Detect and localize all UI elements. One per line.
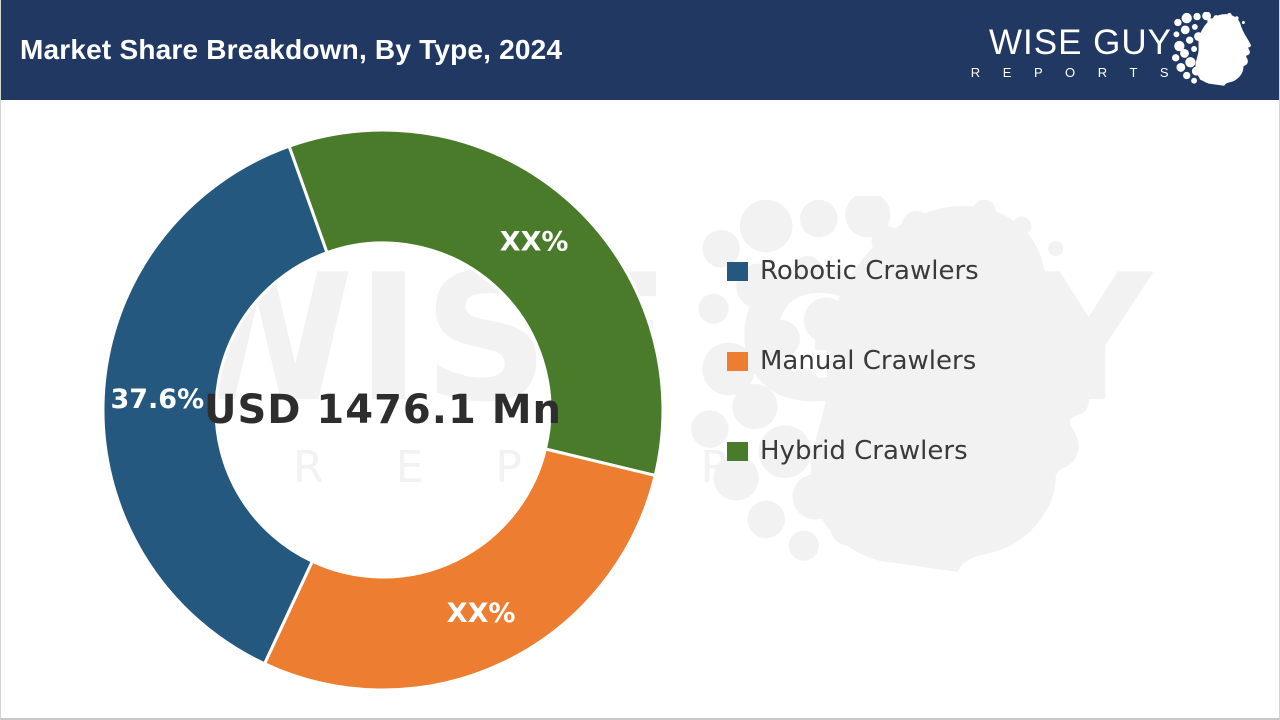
legend-swatch-robotic <box>727 261 748 281</box>
segment-manual-crawlers <box>263 447 657 692</box>
legend-item-robotic: Robotic Crawlers <box>727 254 979 288</box>
chart-legend: Robotic Crawlers Manual Crawlers Hybrid … <box>727 254 979 468</box>
legend-swatch-manual <box>727 351 748 371</box>
legend-item-hybrid: Hybrid Crawlers <box>727 434 979 468</box>
segment-label-manual-crawlers: XX% <box>447 598 516 629</box>
segment-hybrid-crawlers <box>287 128 665 477</box>
legend-label: Hybrid Crawlers <box>760 436 968 466</box>
logo-wiseguy-label: WISE GUY <box>988 23 1172 62</box>
legend-item-manual: Manual Crawlers <box>727 344 979 378</box>
segment-label-robotic-crawlers: 37.6% <box>110 384 204 415</box>
legend-label: Robotic Crawlers <box>760 256 979 286</box>
segment-robotic-crawlers <box>101 144 329 666</box>
legend-swatch-hybrid <box>727 441 748 461</box>
page-title: Market Share Breakdown, By Type, 2024 <box>20 34 563 65</box>
logo-reports-label: R E P O R T S <box>970 65 1178 80</box>
chart-center-value: USD 1476.1 Mn <box>204 387 562 433</box>
header-bar: Market Share Breakdown, By Type, 2024 WI… <box>1 0 1279 100</box>
wise-guy-reports-logo: WISE GUY R E P O R T S <box>971 8 1268 92</box>
legend-label: Manual Crawlers <box>760 346 977 376</box>
segment-label-hybrid-crawlers: XX% <box>500 226 569 257</box>
